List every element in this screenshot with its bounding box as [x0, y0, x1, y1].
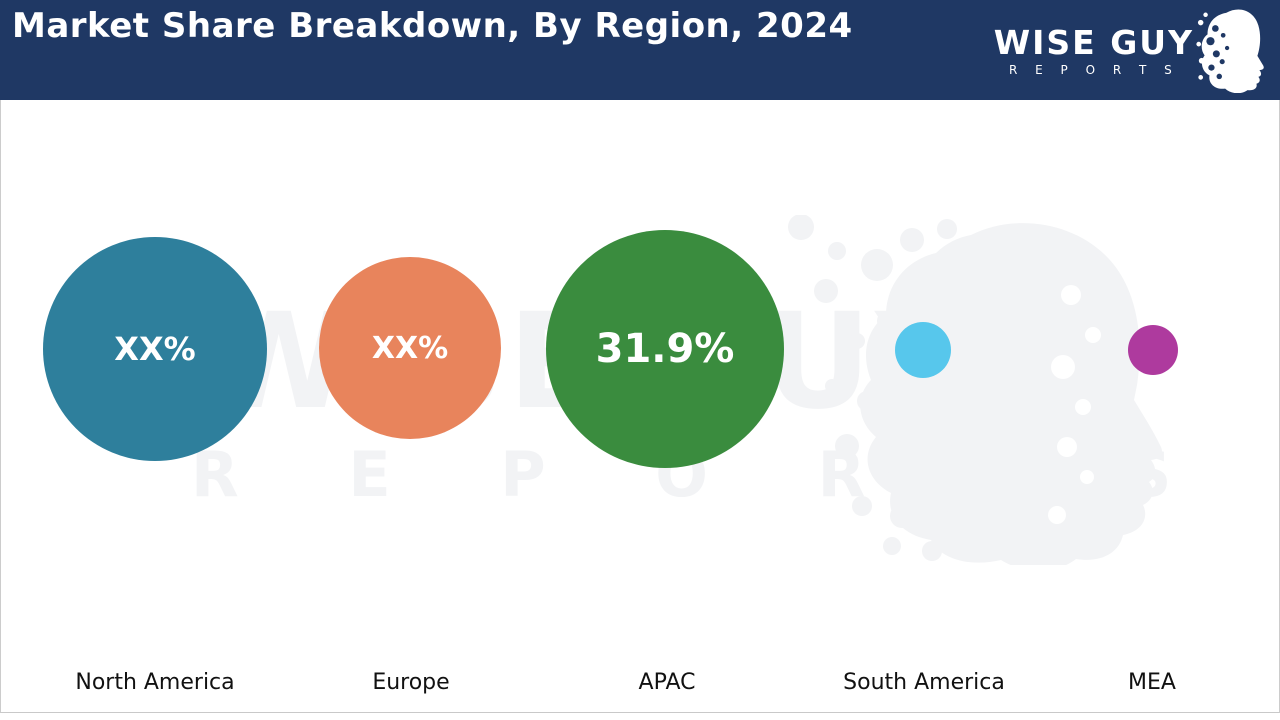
wise-guy-logo: WISE GUY R E P O R T S [994, 8, 1266, 94]
logo-subtitle: R E P O R T S [1008, 63, 1179, 78]
wise-guy-face-icon [1196, 5, 1266, 97]
chart-area: WISE GUY R E P O R T S [0, 100, 1280, 713]
bubble-apac: 31.9% [546, 230, 784, 468]
category-label-europe: Europe [372, 670, 450, 695]
header-bar: Market Share Breakdown, By Region, 2024 … [0, 0, 1280, 100]
bubble-apac-value: 31.9% [595, 326, 735, 372]
bubble-south-america [895, 322, 951, 378]
bubble-mea [1128, 325, 1178, 375]
bubble-europe-value: XX% [371, 330, 449, 366]
logo-name: WISE GUY [993, 22, 1194, 62]
watermark-face-graphic [771, 214, 1181, 571]
category-label-south-america: South America [843, 670, 1005, 695]
page-title: Market Share Breakdown, By Region, 2024 [12, 6, 853, 46]
bubble-europe: XX% [319, 257, 501, 439]
category-label-mea: MEA [1128, 670, 1176, 695]
bubble-north-america-value: XX% [114, 330, 196, 368]
category-label-north-america: North America [75, 670, 235, 695]
bubble-north-america: XX% [43, 237, 267, 461]
logo-text: WISE GUY R E P O R T S [993, 22, 1194, 78]
category-label-apac: APAC [638, 670, 696, 695]
